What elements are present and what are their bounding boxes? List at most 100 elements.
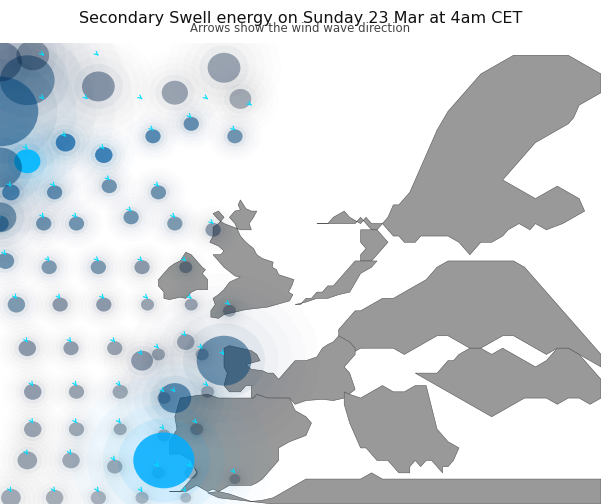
Ellipse shape — [0, 138, 33, 198]
Ellipse shape — [120, 207, 142, 228]
Ellipse shape — [63, 341, 79, 355]
Polygon shape — [344, 386, 459, 473]
Ellipse shape — [17, 452, 37, 469]
Ellipse shape — [114, 423, 127, 435]
Ellipse shape — [180, 493, 191, 503]
Ellipse shape — [0, 148, 22, 187]
Ellipse shape — [152, 467, 165, 479]
Ellipse shape — [197, 336, 251, 386]
Ellipse shape — [1, 489, 21, 504]
Ellipse shape — [36, 217, 51, 230]
Ellipse shape — [107, 341, 123, 355]
Polygon shape — [210, 200, 294, 319]
Polygon shape — [317, 55, 601, 255]
Ellipse shape — [16, 40, 49, 70]
Ellipse shape — [24, 421, 41, 437]
Ellipse shape — [230, 89, 251, 109]
Ellipse shape — [0, 212, 13, 235]
Text: Arrows show the wind wave direction: Arrows show the wind wave direction — [191, 22, 410, 35]
Ellipse shape — [157, 392, 171, 404]
Ellipse shape — [131, 351, 153, 370]
Polygon shape — [295, 261, 377, 304]
Ellipse shape — [0, 55, 55, 105]
Ellipse shape — [152, 348, 165, 360]
Ellipse shape — [0, 59, 57, 164]
Ellipse shape — [133, 432, 195, 488]
Ellipse shape — [141, 126, 165, 147]
Ellipse shape — [0, 180, 24, 204]
Ellipse shape — [0, 77, 38, 146]
Ellipse shape — [69, 385, 84, 399]
Ellipse shape — [8, 296, 25, 312]
Ellipse shape — [223, 305, 236, 317]
Ellipse shape — [32, 213, 55, 234]
Ellipse shape — [206, 223, 221, 237]
Polygon shape — [339, 261, 601, 367]
Ellipse shape — [19, 340, 36, 356]
Ellipse shape — [47, 185, 63, 200]
Ellipse shape — [167, 217, 183, 230]
Ellipse shape — [0, 203, 16, 232]
Ellipse shape — [162, 81, 188, 105]
Polygon shape — [361, 230, 388, 261]
Ellipse shape — [147, 182, 170, 203]
Ellipse shape — [0, 249, 19, 273]
Ellipse shape — [91, 491, 106, 504]
Ellipse shape — [56, 134, 75, 152]
Ellipse shape — [151, 185, 166, 200]
Ellipse shape — [14, 149, 40, 173]
Ellipse shape — [135, 260, 150, 274]
Ellipse shape — [0, 42, 22, 82]
Polygon shape — [159, 252, 207, 299]
Ellipse shape — [8, 143, 47, 179]
Ellipse shape — [150, 375, 200, 420]
Ellipse shape — [227, 130, 243, 143]
Ellipse shape — [0, 253, 14, 269]
Ellipse shape — [201, 386, 214, 398]
Ellipse shape — [185, 467, 198, 479]
Ellipse shape — [96, 297, 111, 311]
Ellipse shape — [145, 130, 160, 143]
Ellipse shape — [141, 298, 154, 310]
Ellipse shape — [2, 184, 20, 201]
Ellipse shape — [190, 423, 203, 435]
Text: Secondary Swell energy on Sunday 23 Mar at 4am CET: Secondary Swell energy on Sunday 23 Mar … — [79, 11, 522, 26]
Ellipse shape — [157, 429, 171, 442]
Ellipse shape — [123, 210, 139, 224]
Ellipse shape — [183, 117, 199, 131]
Ellipse shape — [51, 129, 81, 156]
Ellipse shape — [95, 147, 112, 163]
Ellipse shape — [159, 383, 191, 413]
Polygon shape — [169, 394, 311, 491]
Ellipse shape — [91, 260, 106, 274]
Ellipse shape — [185, 298, 198, 310]
Ellipse shape — [82, 72, 115, 101]
Ellipse shape — [135, 492, 148, 504]
Ellipse shape — [46, 490, 63, 504]
Ellipse shape — [69, 217, 84, 230]
Ellipse shape — [177, 334, 195, 350]
Ellipse shape — [102, 179, 117, 193]
Ellipse shape — [63, 453, 80, 468]
Ellipse shape — [118, 418, 210, 502]
Ellipse shape — [112, 385, 128, 399]
Ellipse shape — [43, 182, 66, 203]
Ellipse shape — [65, 213, 88, 234]
Polygon shape — [224, 336, 355, 404]
Ellipse shape — [98, 176, 121, 197]
Ellipse shape — [230, 474, 240, 484]
Ellipse shape — [24, 384, 41, 400]
Ellipse shape — [195, 348, 209, 360]
Ellipse shape — [69, 422, 84, 436]
Ellipse shape — [224, 126, 246, 147]
Ellipse shape — [183, 323, 265, 398]
Ellipse shape — [52, 297, 68, 311]
Ellipse shape — [179, 261, 192, 273]
Ellipse shape — [180, 113, 203, 135]
Polygon shape — [415, 348, 601, 417]
Polygon shape — [207, 473, 601, 504]
Ellipse shape — [41, 260, 57, 274]
Ellipse shape — [0, 216, 9, 231]
Ellipse shape — [91, 143, 117, 167]
Ellipse shape — [107, 460, 123, 474]
